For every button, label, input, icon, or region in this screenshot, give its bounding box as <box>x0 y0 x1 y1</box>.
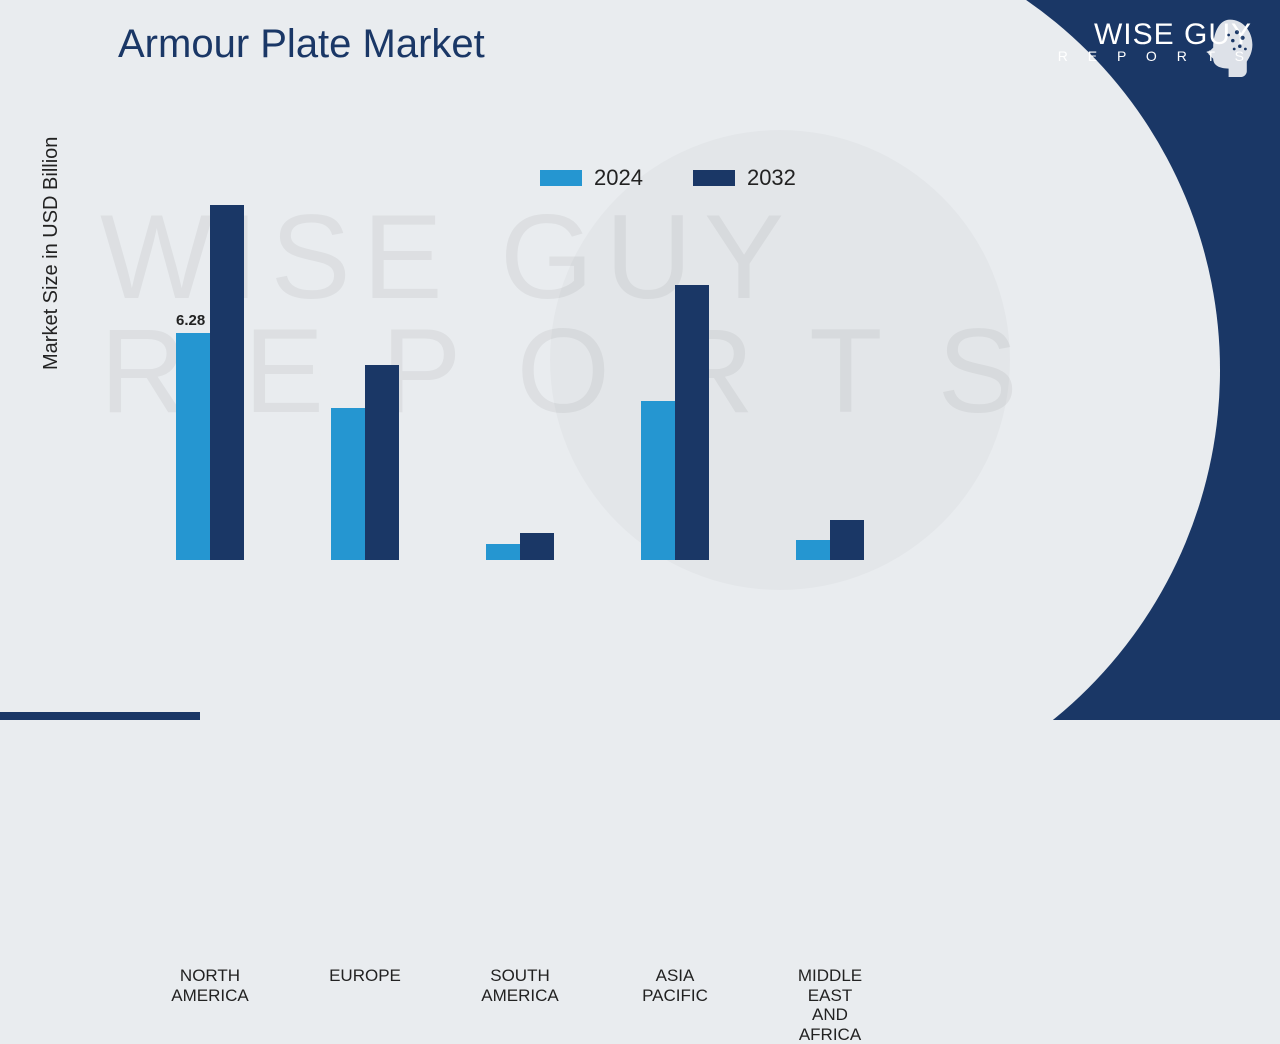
plot-area: 6.28NORTH AMERICAEUROPESOUTH AMERICAASIA… <box>110 160 870 560</box>
bar-pair <box>176 205 244 560</box>
category-label: ASIA PACIFIC <box>605 966 745 1005</box>
bar <box>210 205 244 560</box>
bar <box>641 401 675 560</box>
bar <box>486 544 520 560</box>
bar <box>675 285 709 560</box>
y-axis-label: Market Size in USD Billion <box>40 137 63 370</box>
bar <box>830 520 864 560</box>
bar-pair <box>331 365 399 560</box>
bar <box>796 540 830 560</box>
bar <box>331 408 365 560</box>
bar <box>520 533 554 560</box>
category-label: SOUTH AMERICA <box>450 966 590 1005</box>
bar-pair <box>796 520 864 560</box>
bar-pair <box>641 285 709 560</box>
bar <box>176 333 210 560</box>
category-label: MIDDLE EAST AND AFRICA <box>760 966 900 1044</box>
category-label: NORTH AMERICA <box>140 966 280 1005</box>
bar-pair <box>486 533 554 560</box>
brand-logo: WISE GUY R E P O R T S <box>1058 18 1252 64</box>
footer-accent <box>0 712 200 720</box>
bar-chart: Market Size in USD Billion 6.28NORTH AME… <box>50 160 890 590</box>
category-label: EUROPE <box>295 966 435 986</box>
head-silhouette-icon <box>1188 14 1258 84</box>
bar <box>365 365 399 560</box>
page-title: Armour Plate Market <box>118 22 485 67</box>
